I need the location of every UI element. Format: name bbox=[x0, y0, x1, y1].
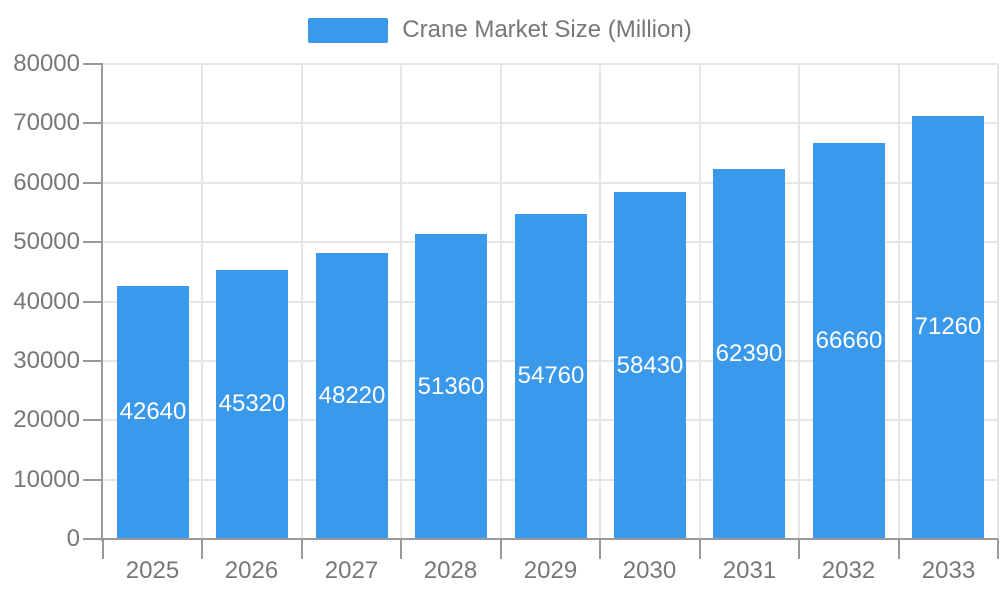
bar[interactable] bbox=[813, 143, 885, 538]
bar[interactable] bbox=[912, 116, 984, 538]
y-axis-tick bbox=[83, 63, 103, 65]
gridline-vertical bbox=[599, 64, 601, 539]
y-axis-tick bbox=[83, 301, 103, 303]
bar[interactable] bbox=[316, 253, 388, 538]
bar-value-label: 51360 bbox=[417, 373, 485, 400]
y-axis-tick-label: 80000 bbox=[13, 50, 80, 77]
gridline-vertical bbox=[997, 64, 999, 539]
x-axis-tick bbox=[500, 539, 502, 559]
bar-value-label: 62390 bbox=[715, 340, 783, 367]
bar-value-label: 54760 bbox=[517, 362, 585, 389]
x-axis-tick bbox=[898, 539, 900, 559]
x-axis-tick bbox=[102, 539, 104, 559]
x-axis-tick-label: 2028 bbox=[423, 557, 478, 584]
x-axis-tick-label: 2026 bbox=[224, 557, 279, 584]
y-axis-tick bbox=[83, 360, 103, 362]
bar[interactable] bbox=[117, 286, 189, 538]
y-axis-tick bbox=[83, 419, 103, 421]
y-axis-tick bbox=[83, 182, 103, 184]
x-axis-tick-label: 2033 bbox=[921, 557, 976, 584]
gridline-horizontal bbox=[103, 63, 998, 65]
x-axis-tick-label: 2031 bbox=[722, 557, 777, 584]
gridline-vertical bbox=[798, 64, 800, 539]
bar-value-label: 71260 bbox=[914, 313, 982, 340]
x-axis-tick-label: 2029 bbox=[523, 557, 578, 584]
y-axis-tick bbox=[83, 538, 103, 540]
bar[interactable] bbox=[216, 270, 288, 538]
gridline-vertical bbox=[898, 64, 900, 539]
x-axis-tick bbox=[301, 539, 303, 559]
gridline-vertical bbox=[699, 64, 701, 539]
y-axis-tick-label: 50000 bbox=[13, 228, 80, 255]
x-axis-tick bbox=[798, 539, 800, 559]
bar-value-label: 48220 bbox=[318, 382, 386, 409]
y-axis-tick-label: 70000 bbox=[13, 109, 80, 136]
gridline-horizontal bbox=[103, 122, 998, 124]
bar-value-label: 45320 bbox=[218, 390, 286, 417]
bar[interactable] bbox=[515, 214, 587, 538]
gridline-vertical bbox=[201, 64, 203, 539]
gridline-vertical bbox=[500, 64, 502, 539]
bar-value-label: 42640 bbox=[119, 398, 187, 425]
y-axis-tick-label: 30000 bbox=[13, 347, 80, 374]
bar-value-label: 66660 bbox=[815, 327, 883, 354]
gridline-horizontal bbox=[103, 182, 998, 184]
y-axis-tick-label: 0 bbox=[66, 525, 80, 552]
x-axis-tick bbox=[997, 539, 999, 559]
y-axis-tick-label: 40000 bbox=[13, 288, 80, 315]
y-axis-tick-label: 20000 bbox=[13, 406, 80, 433]
y-axis-line bbox=[101, 64, 103, 541]
gridline-vertical bbox=[400, 64, 402, 539]
y-axis-tick-label: 10000 bbox=[13, 466, 80, 493]
bar-value-label: 58430 bbox=[616, 352, 684, 379]
x-axis-tick bbox=[400, 539, 402, 559]
y-axis-tick bbox=[83, 122, 103, 124]
x-axis-line bbox=[103, 538, 998, 540]
legend-label: Crane Market Size (Million) bbox=[402, 16, 692, 43]
x-axis-tick bbox=[699, 539, 701, 559]
y-axis-tick bbox=[83, 241, 103, 243]
x-axis-tick-label: 2032 bbox=[821, 557, 876, 584]
x-axis-tick bbox=[599, 539, 601, 559]
x-axis-tick-label: 2030 bbox=[622, 557, 677, 584]
x-axis-tick-label: 2027 bbox=[324, 557, 379, 584]
legend-swatch bbox=[308, 17, 389, 43]
legend[interactable]: Crane Market Size (Million) bbox=[0, 15, 1000, 45]
y-axis-tick-label: 60000 bbox=[13, 169, 80, 196]
bar[interactable] bbox=[415, 234, 487, 538]
bar[interactable] bbox=[713, 169, 785, 538]
bar[interactable] bbox=[614, 192, 686, 538]
x-axis-tick-label: 2025 bbox=[125, 557, 180, 584]
y-axis-tick bbox=[83, 479, 103, 481]
x-axis-tick bbox=[201, 539, 203, 559]
gridline-vertical bbox=[301, 64, 303, 539]
